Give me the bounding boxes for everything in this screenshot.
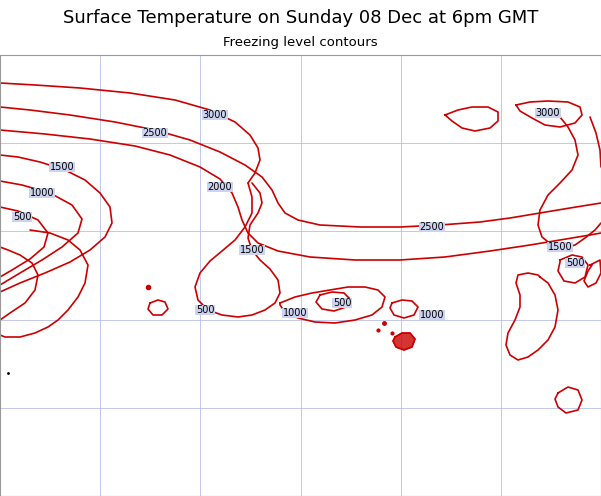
Text: 2500: 2500: [419, 222, 444, 232]
Text: 2500: 2500: [142, 128, 167, 138]
Text: 1500: 1500: [50, 162, 75, 172]
Text: 2000: 2000: [208, 182, 233, 192]
Text: 3000: 3000: [535, 108, 560, 118]
Text: 1000: 1000: [30, 188, 54, 198]
Text: 500: 500: [566, 258, 584, 268]
Text: Freezing level contours: Freezing level contours: [223, 36, 378, 50]
Text: Surface Temperature on Sunday 08 Dec at 6pm GMT: Surface Temperature on Sunday 08 Dec at …: [63, 8, 538, 27]
Text: 1500: 1500: [240, 245, 264, 255]
Text: 1000: 1000: [419, 310, 444, 320]
Text: 3000: 3000: [203, 110, 227, 120]
Text: 500: 500: [13, 212, 31, 222]
Text: 500: 500: [333, 298, 351, 308]
Text: 500: 500: [196, 305, 214, 315]
Text: 1000: 1000: [282, 308, 307, 318]
Text: 1500: 1500: [548, 242, 572, 252]
Polygon shape: [393, 333, 415, 350]
